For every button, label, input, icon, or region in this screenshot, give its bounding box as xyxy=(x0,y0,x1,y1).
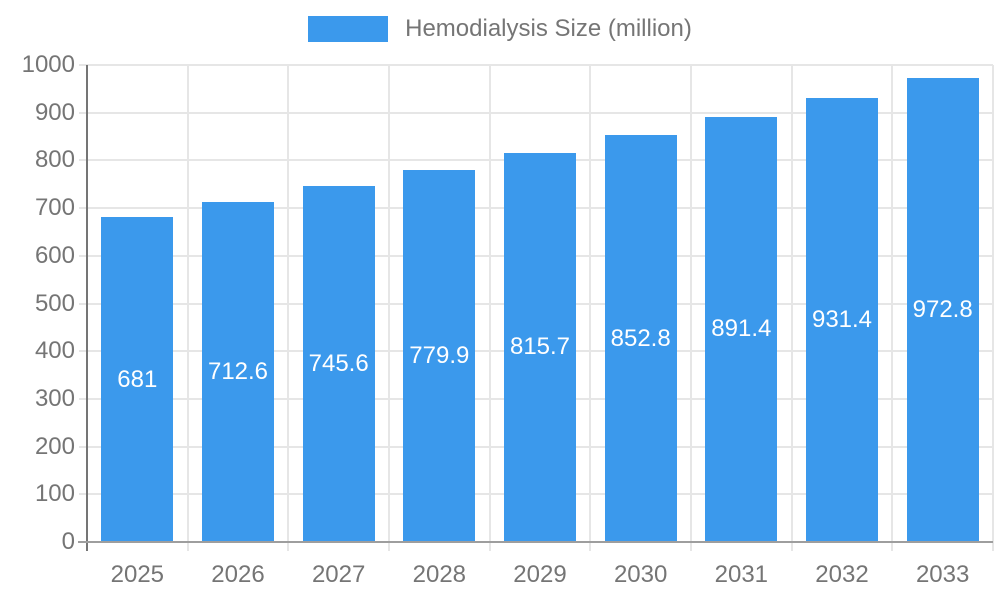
y-tick-label: 1000 xyxy=(21,51,75,78)
bar[interactable]: 681 xyxy=(101,217,174,542)
legend-item[interactable]: Hemodialysis Size (million) xyxy=(308,15,692,43)
h-gridline xyxy=(79,64,993,66)
y-tick-label: 300 xyxy=(34,384,75,412)
y-tick-label: 0 xyxy=(61,528,75,555)
legend: Hemodialysis Size (million) xyxy=(0,15,1000,43)
y-tick-label: 900 xyxy=(34,98,75,126)
bar[interactable]: 745.6 xyxy=(302,186,375,542)
y-tick-label: 700 xyxy=(34,194,75,222)
bar[interactable]: 815.7 xyxy=(504,152,576,542)
y-tick-label: 600 xyxy=(34,241,75,269)
v-gridline xyxy=(690,65,692,551)
y-tick-label: 100 xyxy=(34,480,75,508)
legend-swatch xyxy=(308,16,389,42)
y-tick-label: 400 xyxy=(34,337,75,365)
v-gridline xyxy=(891,65,894,551)
x-tick-label: 2033 xyxy=(915,561,970,588)
bar-value-label: 779.9 xyxy=(409,342,470,369)
v-gridline xyxy=(992,65,994,551)
v-gridline xyxy=(287,65,290,551)
x-axis-line xyxy=(78,541,993,543)
x-tick-label: 2025 xyxy=(110,561,165,588)
y-tick-label: 200 xyxy=(34,432,75,460)
v-gridline xyxy=(589,65,592,551)
bar-value-label: 931.4 xyxy=(811,305,873,333)
v-gridline xyxy=(388,65,390,551)
x-tick-label: 2031 xyxy=(714,561,769,588)
bar[interactable]: 931.4 xyxy=(806,97,878,542)
bar[interactable]: 712.6 xyxy=(202,202,274,542)
x-tick-label: 2030 xyxy=(613,561,668,588)
x-tick-label: 2027 xyxy=(311,561,366,588)
v-gridline xyxy=(488,65,491,551)
v-gridline xyxy=(186,65,189,551)
x-tick-label: 2032 xyxy=(815,561,869,588)
bar[interactable]: 972.8 xyxy=(906,77,979,542)
v-gridline xyxy=(790,65,793,551)
y-axis-line xyxy=(86,65,88,551)
plot-area: 0 100 200 300 400 500 600 700 800 900 1000 681 2025 7… xyxy=(22,51,994,588)
legend-label: Hemodialysis Size (million) xyxy=(405,15,692,42)
y-tick-label: 500 xyxy=(34,289,75,317)
bar-value-label: 745.6 xyxy=(308,350,369,378)
h-gridline xyxy=(79,111,993,114)
bar-value-label: 712.6 xyxy=(207,358,269,386)
y-tick-label: 800 xyxy=(34,146,75,174)
bar-value-label: 681 xyxy=(117,365,158,393)
x-tick-label: 2026 xyxy=(211,561,265,588)
x-tick-label: 2029 xyxy=(513,561,567,588)
bar[interactable]: 891.4 xyxy=(705,116,778,542)
x-tick-label: 2028 xyxy=(412,561,467,588)
bar-value-label: 972.8 xyxy=(912,295,973,323)
bar-value-label: 815.7 xyxy=(509,333,571,361)
bar[interactable]: 779.9 xyxy=(403,170,476,542)
bar[interactable]: 852.8 xyxy=(604,135,677,542)
bar-value-label: 852.8 xyxy=(610,324,671,352)
bar-value-label: 891.4 xyxy=(711,315,772,343)
